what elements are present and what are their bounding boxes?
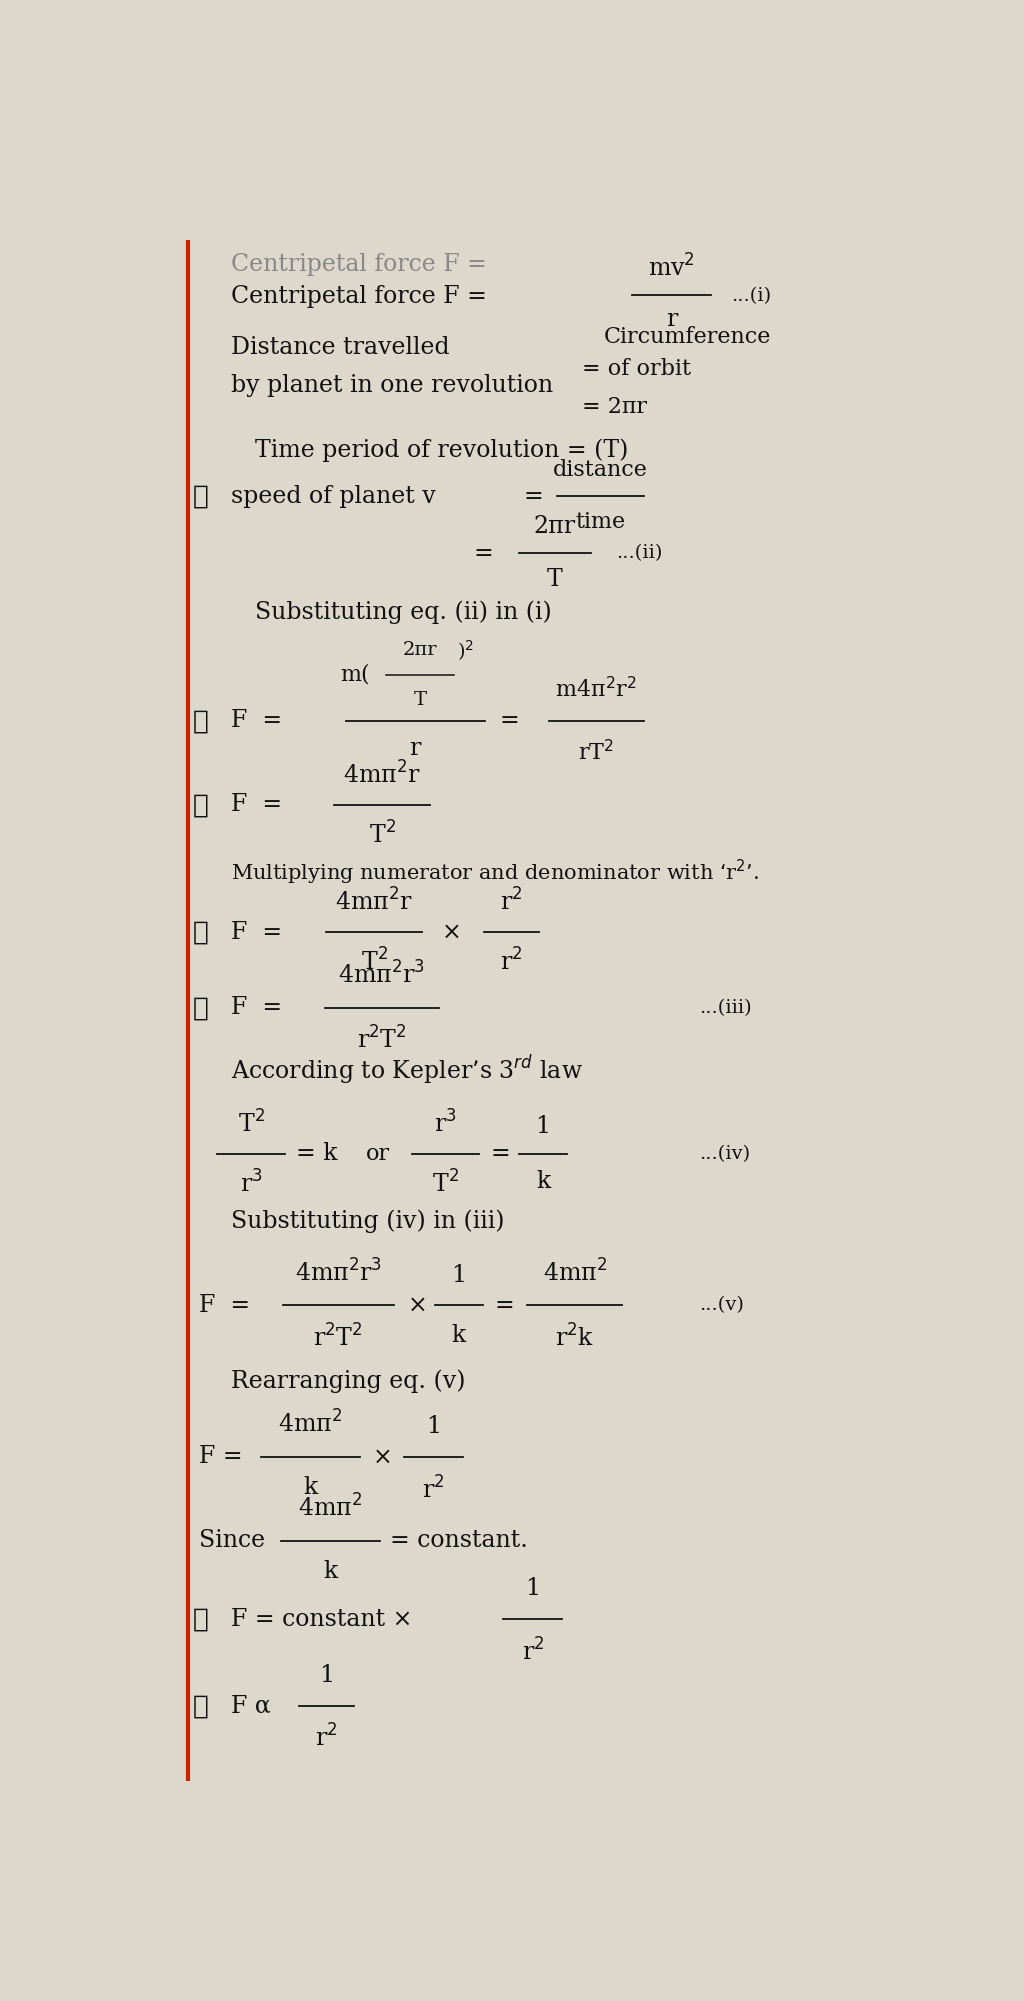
Text: 4mπ$^{2}$r: 4mπ$^{2}$r bbox=[343, 762, 421, 788]
Text: ×: × bbox=[373, 1445, 392, 1469]
Text: r$^{3}$: r$^{3}$ bbox=[240, 1171, 262, 1197]
Text: )$^{2}$: )$^{2}$ bbox=[458, 638, 474, 662]
Text: or: or bbox=[367, 1143, 390, 1165]
Text: r: r bbox=[666, 308, 677, 332]
Text: Time period of revolution = (T): Time period of revolution = (T) bbox=[255, 438, 629, 462]
Text: 4mπ$^{2}$r$^{3}$: 4mπ$^{2}$r$^{3}$ bbox=[338, 962, 426, 988]
Text: T: T bbox=[414, 690, 427, 708]
Text: r: r bbox=[410, 736, 421, 760]
Text: ...(iv): ...(iv) bbox=[699, 1145, 751, 1163]
Text: speed of planet v: speed of planet v bbox=[231, 484, 436, 508]
Text: F  =: F = bbox=[200, 1295, 251, 1317]
Text: 4mπ$^{2}$: 4mπ$^{2}$ bbox=[543, 1259, 607, 1287]
Text: Substituting eq. (ii) in (i): Substituting eq. (ii) in (i) bbox=[255, 600, 552, 624]
Text: =: = bbox=[490, 1143, 510, 1165]
Text: r$^{2}$T$^{2}$: r$^{2}$T$^{2}$ bbox=[357, 1027, 407, 1055]
Text: ∴: ∴ bbox=[194, 1607, 209, 1633]
Text: = 2πr: = 2πr bbox=[582, 396, 647, 418]
Text: Centripetal force F =: Centripetal force F = bbox=[231, 284, 495, 308]
Text: Substituting (iv) in (iii): Substituting (iv) in (iii) bbox=[231, 1211, 505, 1233]
Text: m4π$^{2}$r$^{2}$: m4π$^{2}$r$^{2}$ bbox=[555, 676, 637, 702]
Text: r$^{2}$: r$^{2}$ bbox=[422, 1477, 444, 1503]
Text: 4mπ$^{2}$r$^{3}$: 4mπ$^{2}$r$^{3}$ bbox=[295, 1259, 382, 1287]
Text: distance: distance bbox=[553, 460, 647, 482]
Text: According to Kepler’s 3$^{rd}$ law: According to Kepler’s 3$^{rd}$ law bbox=[231, 1053, 583, 1087]
Text: T$^{2}$: T$^{2}$ bbox=[432, 1171, 459, 1197]
Text: 1: 1 bbox=[525, 1577, 541, 1601]
Text: r$^{2}$k: r$^{2}$k bbox=[555, 1325, 594, 1351]
Text: Multiplying numerator and denominator with ‘r$^{2}$’.: Multiplying numerator and denominator wi… bbox=[231, 858, 760, 886]
Text: 1: 1 bbox=[536, 1115, 551, 1139]
Text: m(: m( bbox=[340, 664, 370, 686]
Text: k: k bbox=[303, 1477, 317, 1499]
Text: r$^{2}$: r$^{2}$ bbox=[500, 888, 522, 916]
Text: =: = bbox=[500, 710, 519, 732]
Text: ×: × bbox=[441, 920, 461, 944]
Text: ...(iii): ...(iii) bbox=[699, 998, 752, 1017]
Text: F α: F α bbox=[231, 1695, 271, 1717]
Text: Rearranging eq. (v): Rearranging eq. (v) bbox=[231, 1369, 466, 1393]
Text: = k: = k bbox=[296, 1143, 338, 1165]
Text: 4mπ$^{2}$: 4mπ$^{2}$ bbox=[279, 1411, 343, 1439]
Text: F  =: F = bbox=[231, 792, 283, 816]
Text: ∴: ∴ bbox=[194, 1693, 209, 1719]
Text: ∴: ∴ bbox=[194, 994, 209, 1021]
Text: r$^{2}$: r$^{2}$ bbox=[500, 948, 522, 974]
Text: k: k bbox=[452, 1325, 466, 1347]
Text: k: k bbox=[324, 1561, 338, 1583]
Text: =: = bbox=[523, 484, 543, 508]
Text: =: = bbox=[495, 1295, 514, 1317]
Text: Circumference: Circumference bbox=[604, 326, 771, 348]
Text: Distance travelled: Distance travelled bbox=[231, 336, 450, 358]
Text: F  =: F = bbox=[231, 710, 283, 732]
Text: T: T bbox=[547, 568, 563, 590]
Text: k: k bbox=[536, 1171, 550, 1193]
Text: ∴: ∴ bbox=[194, 792, 209, 816]
Text: ∴: ∴ bbox=[194, 484, 209, 508]
Text: F  =: F = bbox=[231, 920, 283, 944]
Text: ...(i): ...(i) bbox=[731, 286, 771, 304]
Text: by planet in one revolution: by planet in one revolution bbox=[231, 374, 553, 396]
Text: 4mπ$^{2}$r: 4mπ$^{2}$r bbox=[335, 888, 413, 916]
Text: 1: 1 bbox=[426, 1415, 441, 1439]
Text: time: time bbox=[575, 510, 626, 532]
Text: 4mπ$^{2}$: 4mπ$^{2}$ bbox=[298, 1495, 362, 1523]
Text: ×: × bbox=[408, 1295, 427, 1317]
Text: = of orbit: = of orbit bbox=[582, 358, 691, 380]
Text: r$^{2}$: r$^{2}$ bbox=[521, 1639, 544, 1665]
Text: T$^{2}$: T$^{2}$ bbox=[238, 1111, 264, 1139]
Text: F =: F = bbox=[200, 1445, 243, 1469]
Text: =: = bbox=[473, 542, 493, 564]
Text: ...(v): ...(v) bbox=[699, 1297, 744, 1315]
Text: Since: Since bbox=[200, 1529, 265, 1553]
Text: F = constant ×: F = constant × bbox=[231, 1609, 413, 1631]
Text: ∴: ∴ bbox=[194, 920, 209, 944]
Text: Centripetal force F =: Centripetal force F = bbox=[231, 254, 495, 276]
Text: 2πr: 2πr bbox=[534, 516, 577, 538]
Text: F  =: F = bbox=[231, 996, 283, 1019]
Text: T$^{2}$: T$^{2}$ bbox=[360, 948, 387, 974]
Text: r$^{2}$T$^{2}$: r$^{2}$T$^{2}$ bbox=[313, 1325, 364, 1351]
Text: ∴: ∴ bbox=[194, 708, 209, 734]
Text: 2πr: 2πr bbox=[402, 640, 437, 658]
Text: = constant.: = constant. bbox=[390, 1529, 527, 1553]
Text: 1: 1 bbox=[318, 1665, 334, 1687]
Text: 1: 1 bbox=[452, 1263, 467, 1287]
Text: ...(ii): ...(ii) bbox=[616, 544, 663, 562]
Text: T$^{2}$: T$^{2}$ bbox=[369, 820, 395, 848]
Text: rT$^{2}$: rT$^{2}$ bbox=[579, 740, 614, 764]
Text: r$^{2}$: r$^{2}$ bbox=[315, 1725, 338, 1753]
Text: r$^{3}$: r$^{3}$ bbox=[434, 1111, 457, 1139]
Text: mv$^{2}$: mv$^{2}$ bbox=[648, 254, 695, 282]
